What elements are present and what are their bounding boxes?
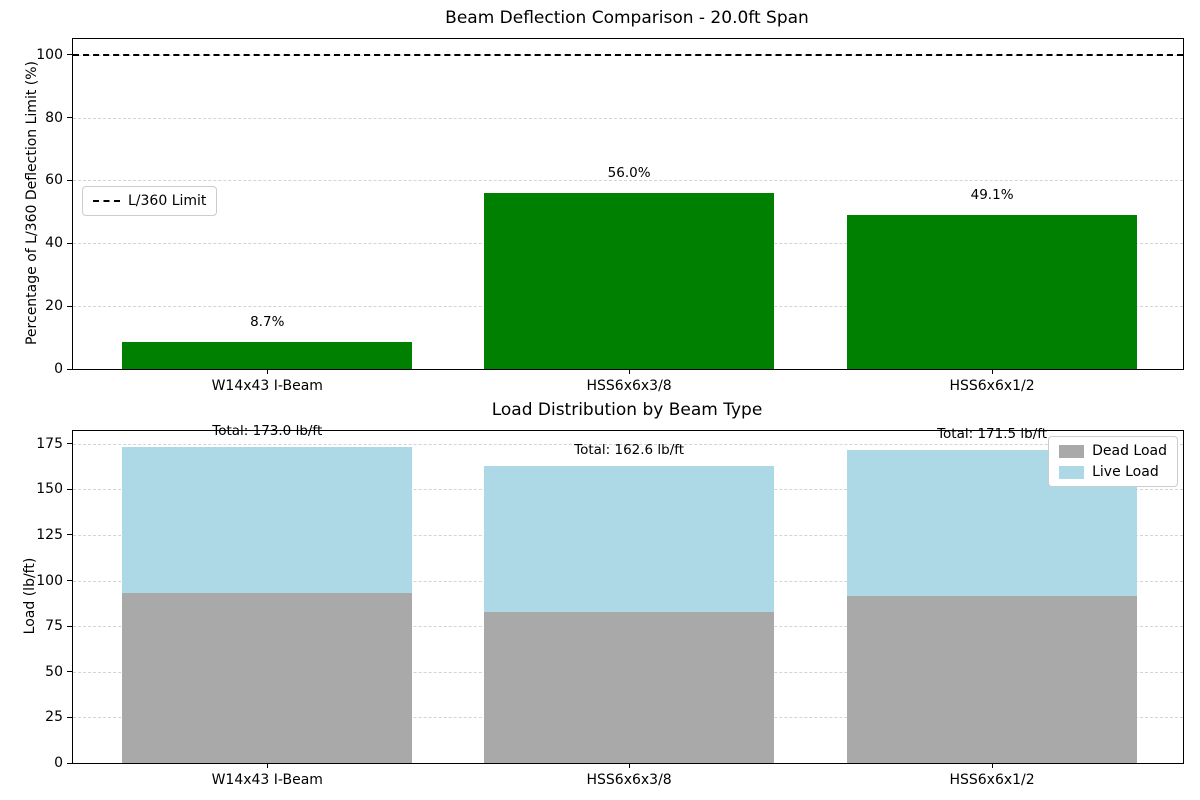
legend-label: Live Load bbox=[1092, 464, 1159, 480]
y-tick-mark bbox=[67, 368, 72, 370]
y-tick-label: 125 bbox=[36, 526, 63, 543]
y-tick-label: 25 bbox=[45, 709, 63, 726]
legend: Dead Load Live Load bbox=[1048, 436, 1178, 487]
x-tick-label: HSS6x6x1/2 bbox=[949, 772, 1035, 788]
y-tick-label: 80 bbox=[45, 109, 63, 126]
y-tick-mark bbox=[67, 54, 72, 56]
legend-entry: Dead Load bbox=[1059, 443, 1167, 459]
y-tick-label: 150 bbox=[36, 481, 63, 498]
total-label: Total: 171.5 lb/ft bbox=[937, 426, 1048, 443]
x-tick-mark bbox=[992, 763, 994, 768]
bar bbox=[122, 341, 413, 369]
y-tick-label: 0 bbox=[54, 755, 63, 771]
y-tick-mark bbox=[67, 580, 72, 582]
y-tick-mark bbox=[67, 179, 72, 181]
y-tick-label: 100 bbox=[36, 46, 63, 63]
deflection-y-axis-label: Percentage of L/360 Deflection Limit (%) bbox=[24, 60, 40, 346]
legend-swatch bbox=[1059, 465, 1085, 479]
y-tick-label: 40 bbox=[45, 235, 63, 252]
legend-label: L/360 Limit bbox=[128, 193, 207, 209]
x-tick-label: W14x43 I-Beam bbox=[211, 772, 323, 788]
y-tick-mark bbox=[67, 443, 72, 445]
bar bbox=[484, 193, 774, 369]
x-tick-label: HSS6x6x3/8 bbox=[586, 772, 672, 788]
x-tick-label: HSS6x6x1/2 bbox=[949, 378, 1035, 394]
load-plot-area: 0 25 50 75 100 125 150 175 W14x43 I-Beam HSS6x6x3… bbox=[36, 423, 1184, 788]
limit-reference-line bbox=[73, 53, 1183, 56]
y-tick-label: 0 bbox=[54, 361, 63, 377]
bar bbox=[847, 214, 1137, 369]
total-label: Total: 162.6 lb/ft bbox=[574, 442, 685, 459]
y-tick-label: 60 bbox=[45, 172, 63, 189]
stacked-bar-segment bbox=[484, 612, 774, 763]
y-tick-mark bbox=[67, 716, 72, 718]
load-y-axis-label: Load (lb/ft) bbox=[22, 557, 38, 635]
x-tick-mark bbox=[992, 369, 994, 374]
y-tick-mark bbox=[67, 305, 72, 307]
x-tick-mark bbox=[267, 369, 269, 374]
y-tick-label: 20 bbox=[45, 298, 63, 315]
stacked-bar-segment bbox=[484, 466, 774, 613]
load-chart-title: Load Distribution by Beam Type bbox=[491, 400, 763, 420]
legend-entry: L/360 Limit bbox=[93, 193, 206, 209]
stacked-bar-segment bbox=[122, 593, 413, 763]
dashed-line-swatch bbox=[93, 200, 120, 202]
legend-swatch bbox=[1059, 444, 1085, 458]
legend-label: Dead Load bbox=[1092, 443, 1167, 459]
deflection-chart-title: Beam Deflection Comparison - 20.0ft Span bbox=[445, 8, 809, 28]
x-tick-label: W14x43 I-Beam bbox=[211, 378, 323, 394]
x-tick-mark bbox=[629, 763, 631, 768]
y-tick-mark bbox=[67, 671, 72, 673]
y-tick-mark bbox=[67, 762, 72, 764]
legend-entry: Live Load bbox=[1059, 464, 1167, 480]
y-tick-mark bbox=[67, 625, 72, 627]
y-tick-mark bbox=[67, 117, 72, 119]
gridline bbox=[73, 117, 1183, 119]
bar-value-label: 56.0% bbox=[607, 165, 651, 181]
stacked-bar-segment bbox=[122, 447, 413, 594]
x-tick-mark bbox=[267, 763, 269, 768]
bar-value-label: 8.7% bbox=[250, 313, 285, 330]
y-tick-label: 100 bbox=[36, 572, 63, 589]
y-tick-label: 75 bbox=[45, 618, 63, 635]
bar-value-label: 49.1% bbox=[970, 186, 1014, 203]
gridline bbox=[73, 443, 1183, 445]
y-tick-mark bbox=[67, 488, 72, 490]
x-tick-label: HSS6x6x3/8 bbox=[586, 378, 672, 394]
legend: L/360 Limit bbox=[82, 186, 218, 216]
gridline bbox=[73, 180, 1183, 182]
deflection-plot-area: 0 20 40 60 80 100 W14x43 I-Beam HSS6x6x3/8 HSS6x… bbox=[36, 38, 1184, 394]
y-tick-label: 175 bbox=[36, 435, 63, 452]
x-tick-mark bbox=[629, 369, 631, 374]
y-tick-label: 50 bbox=[45, 663, 63, 680]
total-label: Total: 173.0 lb/ft bbox=[212, 423, 323, 440]
stacked-bar-segment bbox=[847, 596, 1137, 763]
y-tick-mark bbox=[67, 534, 72, 536]
y-tick-mark bbox=[67, 242, 72, 244]
